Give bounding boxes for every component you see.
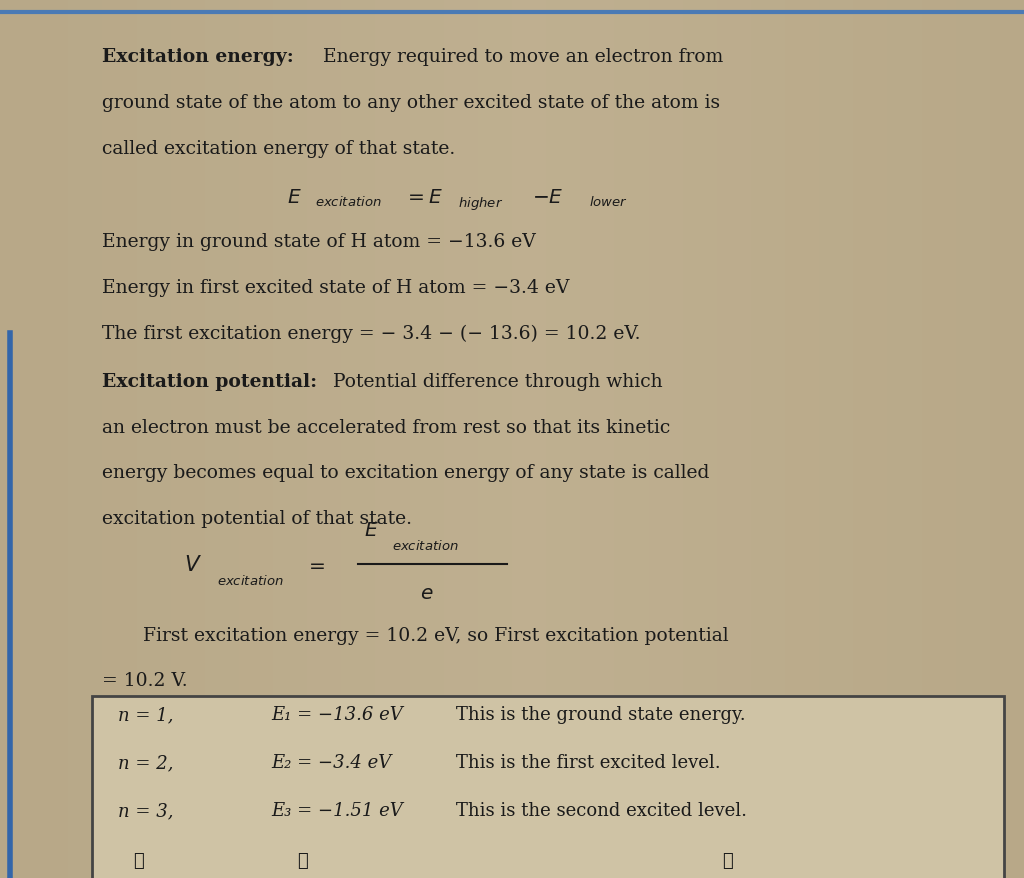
- Text: First excitation energy = 10.2 eV, so First excitation potential: First excitation energy = 10.2 eV, so Fi…: [143, 626, 729, 644]
- Text: excitation potential of that state.: excitation potential of that state.: [102, 509, 413, 528]
- Text: Energy required to move an electron from: Energy required to move an electron from: [323, 48, 723, 66]
- Text: Excitation potential:: Excitation potential:: [102, 372, 317, 391]
- Text: n = 1,: n = 1,: [118, 705, 173, 723]
- Bar: [273, 0, 307, 878]
- Bar: [581, 0, 614, 878]
- Bar: [819, 0, 853, 878]
- Text: Energy in ground state of H atom = −13.6 eV: Energy in ground state of H atom = −13.6…: [102, 234, 537, 251]
- Bar: [376, 0, 410, 878]
- Bar: [853, 0, 888, 878]
- Bar: [648, 0, 683, 878]
- Bar: [512, 0, 546, 878]
- Text: Excitation energy:: Excitation energy:: [102, 48, 294, 66]
- Text: $\mathit{lower}$: $\mathit{lower}$: [589, 195, 628, 209]
- Text: n = 3,: n = 3,: [118, 802, 173, 819]
- Text: $\mathit{E}$: $\mathit{E}$: [364, 521, 378, 540]
- Text: called excitation energy of that state.: called excitation energy of that state.: [102, 140, 456, 157]
- Text: E₂ = −3.4 eV: E₂ = −3.4 eV: [271, 753, 391, 771]
- Bar: [136, 0, 171, 878]
- Bar: [307, 0, 341, 878]
- Bar: [922, 0, 955, 878]
- Bar: [410, 0, 443, 878]
- Text: an electron must be accelerated from rest so that its kinetic: an electron must be accelerated from res…: [102, 418, 671, 436]
- Bar: [888, 0, 922, 878]
- Bar: [341, 0, 376, 878]
- Text: ⋮: ⋮: [297, 851, 307, 869]
- Text: This is the second excited level.: This is the second excited level.: [456, 802, 746, 819]
- Text: energy becomes equal to excitation energy of any state is called: energy becomes equal to excitation energ…: [102, 464, 710, 482]
- Text: ⋮: ⋮: [722, 851, 732, 869]
- Text: E₃ = −1.51 eV: E₃ = −1.51 eV: [271, 802, 403, 819]
- Text: $\mathit{excitation}$: $\mathit{excitation}$: [217, 573, 284, 587]
- Bar: [751, 0, 785, 878]
- Text: E₁ = −13.6 eV: E₁ = −13.6 eV: [271, 705, 403, 723]
- Bar: [478, 0, 512, 878]
- Bar: [34, 0, 69, 878]
- Text: $\mathit{E}$: $\mathit{E}$: [287, 188, 301, 206]
- Text: = 10.2 V.: = 10.2 V.: [102, 672, 188, 689]
- Text: $\mathit{excitation}$: $\mathit{excitation}$: [392, 538, 459, 552]
- Bar: [69, 0, 102, 878]
- Text: $\mathit{= E}$: $\mathit{= E}$: [404, 188, 443, 206]
- Bar: [205, 0, 239, 878]
- Text: This is the first excited level.: This is the first excited level.: [456, 753, 720, 771]
- Bar: [239, 0, 273, 878]
- Text: $\mathit{V}$: $\mathit{V}$: [184, 554, 203, 574]
- Text: $\mathit{e}$: $\mathit{e}$: [420, 584, 433, 602]
- Bar: [955, 0, 990, 878]
- Text: ⋮: ⋮: [133, 851, 143, 869]
- Bar: [614, 0, 648, 878]
- Text: This is the ground state energy.: This is the ground state energy.: [456, 705, 745, 723]
- Bar: [102, 0, 136, 878]
- Text: $\mathit{excitation}$: $\mathit{excitation}$: [315, 195, 382, 209]
- Text: $=$: $=$: [305, 555, 326, 573]
- Bar: [443, 0, 478, 878]
- Bar: [546, 0, 581, 878]
- Text: The first excitation energy = − 3.4 − (− 13.6) = 10.2 eV.: The first excitation energy = − 3.4 − (−…: [102, 325, 641, 342]
- Bar: [990, 0, 1024, 878]
- Text: Energy in first excited state of H atom = −3.4 eV: Energy in first excited state of H atom …: [102, 279, 569, 297]
- Text: $\mathit{higher}$: $\mathit{higher}$: [458, 195, 503, 212]
- Text: n = 2,: n = 2,: [118, 753, 173, 771]
- Bar: [171, 0, 205, 878]
- Text: $\mathit{- E}$: $\mathit{- E}$: [532, 188, 564, 206]
- Bar: [683, 0, 717, 878]
- Bar: [717, 0, 751, 878]
- Text: Potential difference through which: Potential difference through which: [333, 372, 663, 391]
- Text: ground state of the atom to any other excited state of the atom is: ground state of the atom to any other ex…: [102, 94, 721, 112]
- Bar: [785, 0, 819, 878]
- Bar: [0, 0, 34, 878]
- Bar: [92, 696, 1004, 878]
